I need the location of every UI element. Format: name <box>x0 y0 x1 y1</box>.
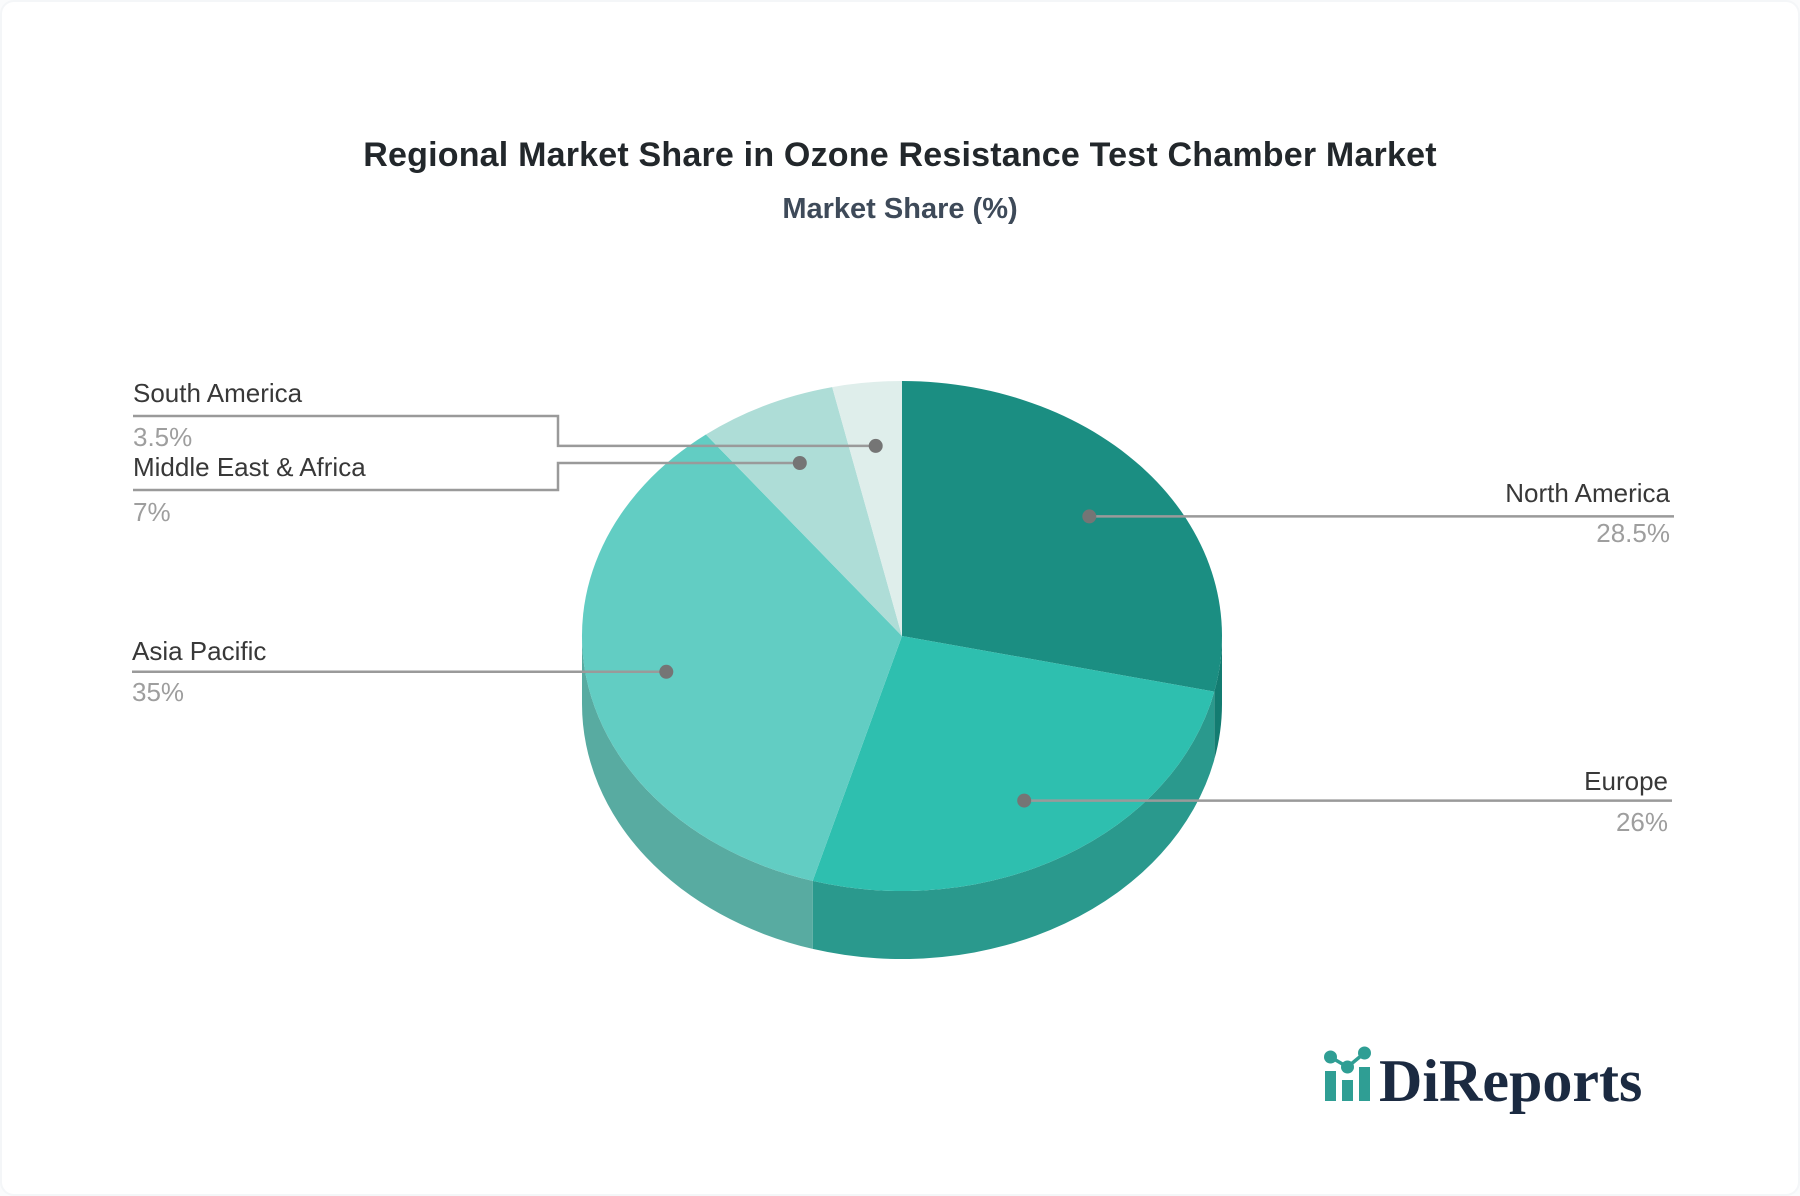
logo-dot-3 <box>1358 1046 1371 1060</box>
label-europe: Europe <box>1584 766 1668 796</box>
chart-subtitle: Market Share (%) <box>782 193 1018 225</box>
logo-dot-1 <box>1324 1050 1337 1064</box>
logo-bar-1 <box>1325 1071 1336 1101</box>
value-south-america: 3.5% <box>133 422 193 452</box>
callout-line-south-america <box>133 414 876 448</box>
label-north-america: North America <box>1505 478 1670 508</box>
pie-slice-north-america[interactable] <box>902 381 1222 692</box>
value-europe: 26% <box>1615 807 1668 837</box>
chart-title: Regional Market Share in Ozone Resistanc… <box>363 136 1437 174</box>
pie-slice-asia-pacific[interactable] <box>581 434 902 881</box>
value-asia-pacific: 35% <box>132 677 185 707</box>
logo-dot-2 <box>1341 1060 1354 1074</box>
callout-dot-middle-east-africa <box>792 456 807 470</box>
pie-rim-europe <box>812 691 1215 960</box>
callout-line-middle-east-africa <box>133 461 800 492</box>
callout-dot-asia-pacific <box>659 664 674 679</box>
label-south-america: South America <box>133 378 303 408</box>
logo-bar-3 <box>1359 1067 1370 1101</box>
pie-slice-middle-east-africa[interactable] <box>705 387 902 636</box>
direports-logo: DiReports <box>1323 1031 1668 1123</box>
pie-rim-north-america <box>1214 636 1222 760</box>
pie-rim-asia-pacific <box>581 636 813 949</box>
logo-text: DiReports <box>1379 1048 1642 1114</box>
logo-bar-2 <box>1342 1080 1353 1101</box>
label-asia-pacific: Asia Pacific <box>132 636 267 666</box>
direports-logo-graphic: DiReports <box>1324 1046 1642 1114</box>
label-middle-east-africa: Middle East & Africa <box>133 452 366 482</box>
value-north-america: 28.5% <box>1596 518 1670 548</box>
callout-dot-europe <box>1017 793 1032 808</box>
callout-dot-south-america <box>868 438 883 453</box>
callout-dot-north-america <box>1082 509 1097 524</box>
pie-slice-europe[interactable] <box>812 636 1215 892</box>
value-middle-east-africa: 7% <box>133 497 171 527</box>
